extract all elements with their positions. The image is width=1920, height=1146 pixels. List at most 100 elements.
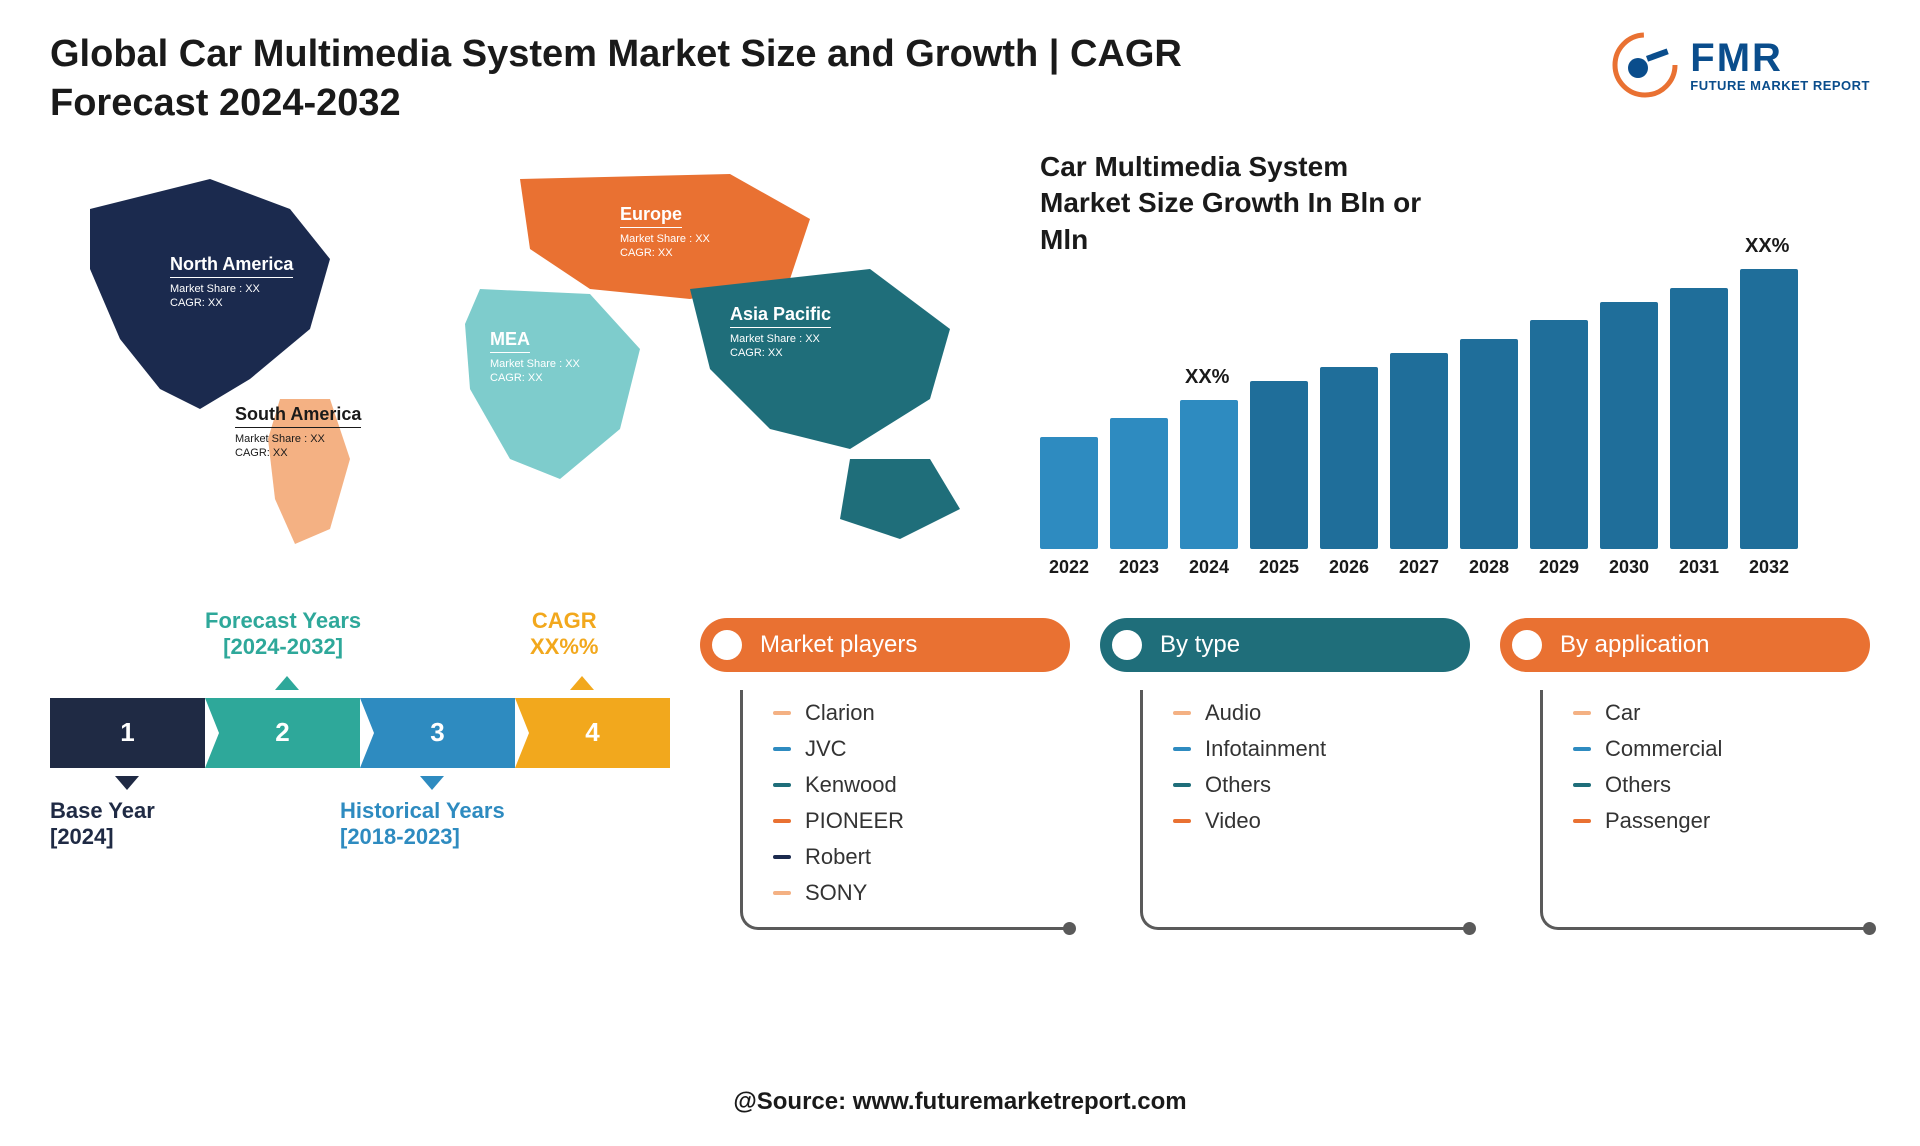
- region-asia-pacific: Asia Pacific Market Share : XX CAGR: XX: [730, 304, 831, 361]
- category-item: SONY: [773, 880, 1070, 906]
- category-item-label: PIONEER: [805, 808, 904, 834]
- bar-year-label: 2031: [1679, 557, 1719, 578]
- bar-year-label: 2028: [1469, 557, 1509, 578]
- timeline-segment: 4: [515, 698, 670, 768]
- bar: [1530, 320, 1588, 549]
- tick-icon: [1573, 711, 1591, 715]
- tick-icon: [773, 711, 791, 715]
- category-item-label: Audio: [1205, 700, 1261, 726]
- category-item-label: Robert: [805, 844, 871, 870]
- tick-icon: [773, 783, 791, 787]
- bar-year-label: 2029: [1539, 557, 1579, 578]
- category-item: Commercial: [1573, 736, 1870, 762]
- tick-icon: [1173, 783, 1191, 787]
- bar-group: 2030: [1600, 302, 1658, 578]
- chart-bars: 2022202320242025202620272028202920302031…: [1040, 278, 1870, 578]
- bar: [1740, 269, 1798, 549]
- category-header: By application: [1500, 618, 1870, 672]
- top-row: North America Market Share : XX CAGR: XX…: [50, 149, 1870, 578]
- tick-icon: [1173, 747, 1191, 751]
- category-header: Market players: [700, 618, 1070, 672]
- chart-callout: XX%: [1185, 366, 1229, 389]
- category-list: Car Commercial Others Passenger: [1540, 690, 1870, 930]
- timeline-base-label: Base Year [2024]: [50, 798, 155, 850]
- category-item-label: Kenwood: [805, 772, 897, 798]
- category-item: PIONEER: [773, 808, 1070, 834]
- header: Global Car Multimedia System Market Size…: [50, 30, 1870, 129]
- category-block: By type Audio Infotainment Others Video: [1100, 618, 1470, 930]
- categories: Market players Clarion JVC Kenwood PIONEER Ro…: [700, 618, 1870, 930]
- logo-acronym: FMR: [1690, 38, 1870, 78]
- bar-year-label: 2023: [1119, 557, 1159, 578]
- category-item-label: Others: [1205, 772, 1271, 798]
- category-item: Audio: [1173, 700, 1470, 726]
- chart-callout: XX%: [1745, 235, 1789, 258]
- region-mea: MEA Market Share : XX CAGR: XX: [490, 329, 580, 386]
- category-list: Clarion JVC Kenwood PIONEER Robert SONY: [740, 690, 1070, 930]
- region-south-america: South America Market Share : XX CAGR: XX: [235, 404, 361, 461]
- category-item: Kenwood: [773, 772, 1070, 798]
- timeline-cagr-label: CAGR XX%%: [530, 608, 598, 660]
- category-item-label: Others: [1605, 772, 1671, 798]
- bar: [1040, 437, 1098, 549]
- tick-icon: [773, 747, 791, 751]
- bar-group: 2029: [1530, 320, 1588, 578]
- timeline: Forecast Years [2024-2032] CAGR XX%% 123…: [50, 618, 670, 768]
- bar-group: 2023: [1110, 418, 1168, 578]
- bar-group: 2022: [1040, 437, 1098, 578]
- category-item: Passenger: [1573, 808, 1870, 834]
- timeline-bar: 1234: [50, 698, 670, 768]
- timeline-segment: 3: [360, 698, 515, 768]
- bar: [1320, 367, 1378, 549]
- region-north-america: North America Market Share : XX CAGR: XX: [170, 254, 293, 311]
- category-block: Market players Clarion JVC Kenwood PIONEER Ro…: [700, 618, 1070, 930]
- category-item: Car: [1573, 700, 1870, 726]
- bar-group: 2024: [1180, 400, 1238, 578]
- tick-icon: [1173, 711, 1191, 715]
- bar-year-label: 2022: [1049, 557, 1089, 578]
- world-map: North America Market Share : XX CAGR: XX…: [50, 149, 1000, 549]
- region-europe: Europe Market Share : XX CAGR: XX: [620, 204, 710, 261]
- timeline-segment: 2: [205, 698, 360, 768]
- bar-year-label: 2032: [1749, 557, 1789, 578]
- bar-group: 2027: [1390, 353, 1448, 578]
- chart-title: Car Multimedia System Market Size Growth…: [1040, 149, 1440, 258]
- timeline-segment: 1: [50, 698, 205, 768]
- category-item-label: SONY: [805, 880, 867, 906]
- tick-icon: [1573, 747, 1591, 751]
- category-item-label: Video: [1205, 808, 1261, 834]
- logo-icon: [1610, 30, 1680, 100]
- bar-year-label: 2027: [1399, 557, 1439, 578]
- category-item-label: Infotainment: [1205, 736, 1326, 762]
- tick-icon: [773, 819, 791, 823]
- category-header: By type: [1100, 618, 1470, 672]
- category-item: Others: [1173, 772, 1470, 798]
- tick-icon: [1173, 819, 1191, 823]
- category-item: Robert: [773, 844, 1070, 870]
- category-item: Video: [1173, 808, 1470, 834]
- category-block: By application Car Commercial Others Passeng…: [1500, 618, 1870, 930]
- bar-chart: Car Multimedia System Market Size Growth…: [1040, 149, 1870, 578]
- bar: [1390, 353, 1448, 549]
- tick-icon: [1573, 819, 1591, 823]
- bar-year-label: 2024: [1189, 557, 1229, 578]
- category-item: Others: [1573, 772, 1870, 798]
- tick-icon: [773, 855, 791, 859]
- bar: [1600, 302, 1658, 549]
- logo-subtitle: FUTURE MARKET REPORT: [1690, 78, 1870, 93]
- bar: [1460, 339, 1518, 549]
- category-item-label: Passenger: [1605, 808, 1710, 834]
- tick-icon: [1573, 783, 1591, 787]
- category-item-label: JVC: [805, 736, 847, 762]
- brand-logo: FMR FUTURE MARKET REPORT: [1610, 30, 1870, 100]
- bar-year-label: 2030: [1609, 557, 1649, 578]
- bar-year-label: 2026: [1329, 557, 1369, 578]
- bar-group: 2028: [1460, 339, 1518, 578]
- category-item-label: Commercial: [1605, 736, 1722, 762]
- category-item-label: Clarion: [805, 700, 875, 726]
- bar: [1110, 418, 1168, 549]
- arrow-up-icon: [570, 676, 594, 690]
- bar: [1670, 288, 1728, 549]
- bar-group: 2031: [1670, 288, 1728, 578]
- tick-icon: [773, 891, 791, 895]
